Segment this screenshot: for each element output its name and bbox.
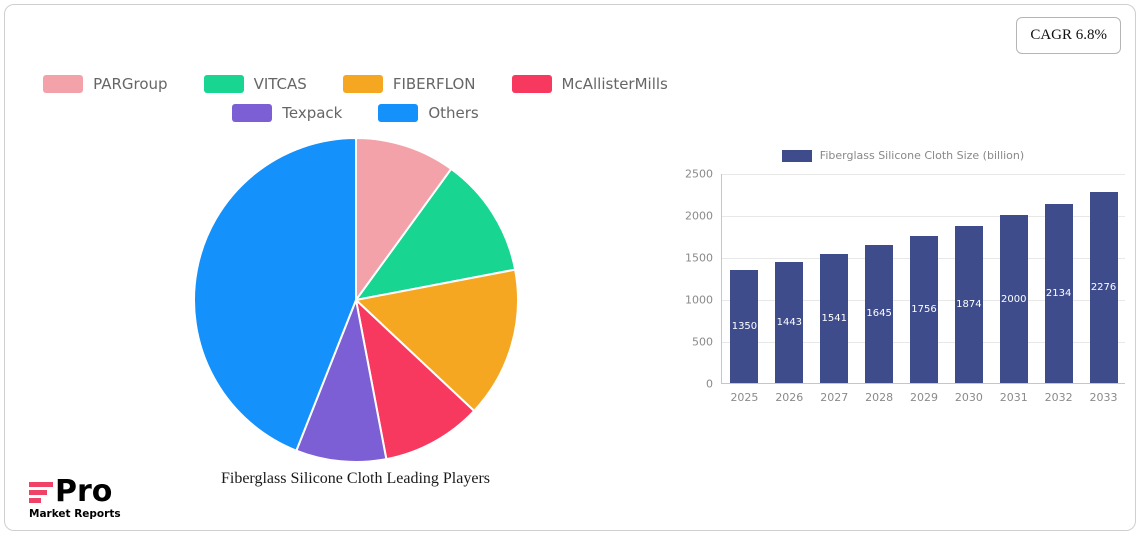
pie-chart-section: PARGroup VITCAS FIBERFLON McAllisterMills Te…	[23, 75, 688, 488]
x-tick-label-2025: 2025	[730, 391, 759, 404]
legend-swatch-VITCAS	[203, 75, 244, 93]
bar-value-label: 1874	[956, 298, 982, 310]
bar-2027[interactable]: 1541	[820, 253, 849, 383]
bar-legend-swatch	[781, 149, 812, 162]
pie-chart-title: Fiberglass Silicone Cloth Leading Player…	[220, 470, 490, 487]
pie-slice-FIBERFLON[interactable]	[354, 268, 519, 412]
pie-chart	[192, 137, 519, 463]
legend-item-FIBERFLON[interactable]: FIBERFLON	[342, 75, 476, 93]
legend-item-Texpack[interactable]: Texpack	[232, 104, 342, 122]
x-tick-label-2029: 2029	[909, 391, 938, 404]
bar-2028[interactable]: 1645	[865, 244, 894, 383]
bar-value-label: 1443	[776, 316, 803, 328]
x-tick-label-2031: 2031	[999, 391, 1028, 404]
logo-stripes-icon	[29, 481, 53, 503]
report-card: CAGR 6.8% PARGroup VITCAS FIBERFLON McAllis…	[4, 4, 1136, 531]
legend-swatch-Others	[378, 104, 419, 122]
bar-2025[interactable]: 1350	[730, 269, 759, 383]
pie-slice-Others[interactable]	[192, 137, 357, 452]
pie-legend: PARGroup VITCAS FIBERFLON McAllisterMills Te…	[23, 75, 688, 122]
pro-market-reports-logo: Pro Market Reports	[29, 477, 121, 520]
y-tick-label: 1000	[685, 293, 713, 307]
bar-2026[interactable]: 1443	[775, 261, 804, 383]
legend-item-VITCAS[interactable]: VITCAS	[203, 75, 307, 93]
y-tick-label: 2500	[685, 167, 713, 181]
x-tick-label-2027: 2027	[820, 391, 849, 404]
pie-slice-VITCAS[interactable]	[354, 167, 516, 301]
y-tick-label: 1500	[685, 251, 713, 265]
legend-label: FIBERFLON	[392, 75, 476, 93]
legend-swatch-FIBERFLON	[342, 75, 383, 93]
legend-label: VITCAS	[253, 75, 307, 93]
bar-2032[interactable]: 2134	[1044, 203, 1073, 383]
bar-2033[interactable]: 2276	[1089, 191, 1118, 383]
bar-plot-area: 0 500 1000 1500 2000 2500 1350 2025 1443 2026 1541…	[685, 168, 1125, 404]
legend-label: Texpack	[282, 104, 343, 122]
legend-swatch-Texpack	[232, 104, 273, 122]
legend-swatch-McAllisterMills	[511, 75, 552, 93]
logo-main-text: Pro	[55, 474, 113, 509]
bar-value-label: 1756	[911, 303, 937, 315]
y-tick-label: 500	[692, 335, 713, 349]
x-tick-label-2033: 2033	[1089, 391, 1118, 404]
cagr-badge: CAGR 6.8%	[1016, 17, 1121, 54]
bar-value-label: 1541	[821, 312, 847, 324]
bar-2031[interactable]: 2000	[999, 215, 1028, 383]
x-tick-label-2026: 2026	[775, 391, 804, 404]
pie-slice-McAllisterMills[interactable]	[354, 299, 475, 461]
bar-chart-section: Fiberglass Silicone Cloth Size (billion)…	[677, 149, 1129, 404]
gridline-2000	[722, 216, 1125, 217]
bar-2029[interactable]: 1756	[910, 235, 938, 383]
y-tick-label: 0	[706, 377, 713, 391]
legend-item-Others[interactable]: Others	[378, 104, 479, 122]
bar-value-label: 2000	[1001, 293, 1027, 305]
bar-legend-label: Fiberglass Silicone Cloth Size (billion)	[819, 149, 1025, 162]
y-tick-label: 2000	[685, 209, 713, 223]
legend-item-McAllisterMills[interactable]: McAllisterMills	[511, 75, 668, 93]
bar-value-label: 1645	[866, 308, 892, 320]
bar-legend[interactable]: Fiberglass Silicone Cloth Size (billion)	[677, 149, 1129, 162]
pie-slice-PARGroup[interactable]	[354, 137, 452, 301]
bar-value-label: 2134	[1045, 287, 1072, 299]
x-tick-label-2030: 2030	[954, 391, 983, 404]
legend-label: McAllisterMills	[561, 75, 668, 93]
bar-value-label: 2276	[1090, 281, 1117, 293]
logo-sub-text: Market Reports	[29, 508, 121, 520]
x-tick-label-2032: 2032	[1044, 391, 1073, 404]
legend-item-PARGroup[interactable]: PARGroup	[43, 75, 168, 93]
pie-slice-Texpack[interactable]	[294, 299, 387, 463]
bar-value-label: 1350	[731, 320, 758, 332]
legend-label: PARGroup	[93, 75, 168, 93]
gridline-2500	[722, 174, 1125, 175]
legend-swatch-PARGroup	[43, 75, 84, 93]
x-tick-label-2028: 2028	[865, 391, 894, 404]
legend-label: Others	[428, 104, 479, 122]
bar-2030[interactable]: 1874	[954, 225, 983, 383]
